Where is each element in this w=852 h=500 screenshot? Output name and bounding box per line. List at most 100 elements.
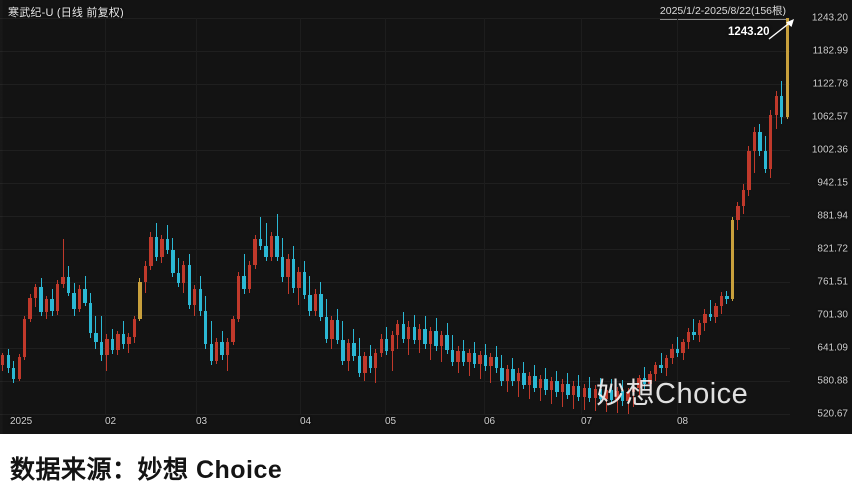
candlestick[interactable] xyxy=(6,18,10,414)
candlestick[interactable] xyxy=(785,18,789,414)
candlestick[interactable] xyxy=(346,18,351,414)
candlestick[interactable] xyxy=(747,18,751,414)
candlestick[interactable] xyxy=(631,18,636,414)
candlestick[interactable] xyxy=(533,18,537,414)
candlestick[interactable] xyxy=(719,18,724,414)
candlestick[interactable] xyxy=(242,18,246,414)
candlestick[interactable] xyxy=(297,18,301,414)
candlestick[interactable] xyxy=(160,18,164,414)
candlestick[interactable] xyxy=(12,18,16,414)
candlestick[interactable] xyxy=(39,18,43,414)
candlestick[interactable] xyxy=(110,18,115,414)
candlestick[interactable] xyxy=(610,18,614,414)
candlestick[interactable] xyxy=(423,18,427,414)
candlestick[interactable] xyxy=(176,18,180,414)
candlestick-series[interactable] xyxy=(0,18,790,414)
candlestick[interactable] xyxy=(571,18,575,414)
candlestick[interactable] xyxy=(379,18,383,414)
candlestick[interactable] xyxy=(763,18,767,414)
candlestick[interactable] xyxy=(478,18,482,414)
candlestick[interactable] xyxy=(637,18,641,414)
candlestick[interactable] xyxy=(472,18,477,414)
plot-area[interactable] xyxy=(0,18,790,415)
candlestick[interactable] xyxy=(522,18,526,414)
candlestick[interactable] xyxy=(198,18,202,414)
candlestick[interactable] xyxy=(686,18,691,414)
candlestick[interactable] xyxy=(335,18,340,414)
candlestick[interactable] xyxy=(675,18,680,414)
candlestick[interactable] xyxy=(703,18,707,414)
candlestick[interactable] xyxy=(697,18,702,414)
candlestick[interactable] xyxy=(258,18,263,414)
candlestick[interactable] xyxy=(780,18,784,414)
candlestick[interactable] xyxy=(544,18,548,414)
candlestick[interactable] xyxy=(116,18,120,414)
candlestick[interactable] xyxy=(538,18,543,414)
candlestick[interactable] xyxy=(313,18,318,414)
candlestick[interactable] xyxy=(664,18,669,414)
candlestick[interactable] xyxy=(215,18,219,414)
candlestick[interactable] xyxy=(681,18,685,414)
candlestick[interactable] xyxy=(127,18,131,414)
candlestick[interactable] xyxy=(549,18,554,414)
candlestick[interactable] xyxy=(72,18,76,414)
candlestick[interactable] xyxy=(236,18,241,414)
candlestick[interactable] xyxy=(138,18,142,414)
candlestick[interactable] xyxy=(566,18,570,414)
candlestick[interactable] xyxy=(269,18,274,414)
candlestick[interactable] xyxy=(94,18,98,414)
candlestick[interactable] xyxy=(401,18,405,414)
candlestick[interactable] xyxy=(769,18,773,414)
candlestick[interactable] xyxy=(171,18,175,414)
candlestick[interactable] xyxy=(374,18,378,414)
candlestick[interactable] xyxy=(182,18,186,414)
candlestick[interactable] xyxy=(489,18,493,414)
candlestick[interactable] xyxy=(193,18,197,414)
candlestick[interactable] xyxy=(642,18,647,414)
candlestick[interactable] xyxy=(670,18,674,414)
candlestick[interactable] xyxy=(154,18,159,414)
candlestick[interactable] xyxy=(725,18,729,414)
candlestick[interactable] xyxy=(220,18,224,414)
candlestick[interactable] xyxy=(555,18,559,414)
candlestick[interactable] xyxy=(22,18,27,414)
candlestick[interactable] xyxy=(659,18,663,414)
candlestick[interactable] xyxy=(330,18,334,414)
candlestick[interactable] xyxy=(302,18,307,414)
candlestick[interactable] xyxy=(1,18,5,414)
candlestick[interactable] xyxy=(319,18,323,414)
candlestick[interactable] xyxy=(527,18,532,414)
candlestick[interactable] xyxy=(363,18,367,414)
candlestick[interactable] xyxy=(450,18,455,414)
candlestick[interactable] xyxy=(88,18,93,414)
candlestick[interactable] xyxy=(407,18,411,414)
candlestick[interactable] xyxy=(593,18,597,414)
candlestick[interactable] xyxy=(774,18,778,414)
candlestick[interactable] xyxy=(143,18,148,414)
candlestick[interactable] xyxy=(385,18,389,414)
candlestick[interactable] xyxy=(714,18,718,414)
candlestick[interactable] xyxy=(752,18,757,414)
candlestick[interactable] xyxy=(741,18,746,414)
candlestick[interactable] xyxy=(253,18,257,414)
candlestick[interactable] xyxy=(352,18,356,414)
candlestick[interactable] xyxy=(599,18,603,414)
candlestick[interactable] xyxy=(505,18,510,414)
candlestick[interactable] xyxy=(626,18,630,414)
candlestick[interactable] xyxy=(28,18,32,414)
candlestick[interactable] xyxy=(50,18,54,414)
candlestick[interactable] xyxy=(577,18,581,414)
candlestick[interactable] xyxy=(396,18,400,414)
candlestick[interactable] xyxy=(494,18,499,414)
candlestick[interactable] xyxy=(588,18,592,414)
candlestick[interactable] xyxy=(308,18,312,414)
candlestick[interactable] xyxy=(264,18,268,414)
candlestick[interactable] xyxy=(286,18,290,414)
candlestick[interactable] xyxy=(99,18,104,414)
candlestick[interactable] xyxy=(390,18,394,414)
candlestick[interactable] xyxy=(187,18,191,414)
candlestick[interactable] xyxy=(439,18,444,414)
candlestick[interactable] xyxy=(247,18,252,414)
candlestick[interactable] xyxy=(66,18,71,414)
candlestick[interactable] xyxy=(516,18,521,414)
